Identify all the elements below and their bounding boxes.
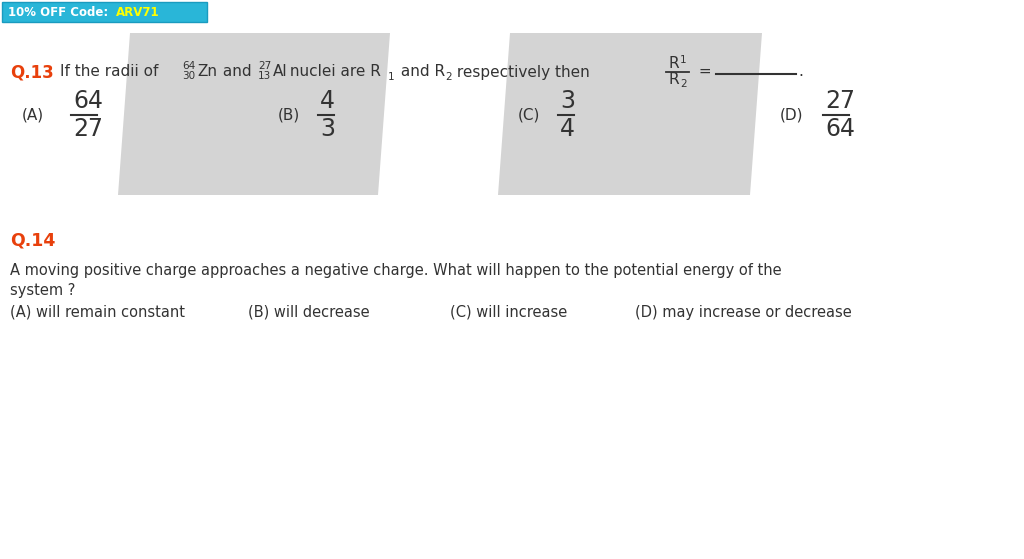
Text: (B): (B) (278, 107, 300, 122)
Text: 4: 4 (560, 117, 575, 141)
Text: respectively then: respectively then (452, 64, 595, 79)
Polygon shape (118, 33, 390, 195)
Text: 3: 3 (560, 89, 575, 113)
Text: Q.13: Q.13 (10, 63, 53, 81)
Text: R: R (668, 73, 679, 88)
Text: system ?: system ? (10, 282, 76, 297)
Text: 10% OFF Code:: 10% OFF Code: (8, 6, 113, 18)
Text: 27: 27 (825, 89, 855, 113)
Text: and: and (218, 64, 256, 79)
Text: Q.14: Q.14 (10, 231, 55, 249)
Text: =: = (694, 64, 712, 79)
Text: (D) may increase or decrease: (D) may increase or decrease (635, 305, 852, 320)
Text: 64: 64 (73, 89, 103, 113)
Text: (B) will decrease: (B) will decrease (248, 305, 370, 320)
Text: and R: and R (396, 64, 445, 79)
Text: nuclei are R: nuclei are R (285, 64, 381, 79)
Text: 27: 27 (73, 117, 103, 141)
Text: Zn: Zn (197, 64, 217, 79)
Text: .: . (798, 64, 803, 79)
Text: 1: 1 (680, 55, 687, 65)
Text: 2: 2 (445, 72, 452, 82)
Text: 13: 13 (258, 71, 271, 81)
Text: R: R (668, 56, 679, 72)
Text: ARV71: ARV71 (116, 6, 160, 18)
Text: 2: 2 (680, 79, 687, 89)
Text: 64: 64 (825, 117, 855, 141)
Text: 3: 3 (319, 117, 335, 141)
Text: (C): (C) (518, 107, 541, 122)
Text: (D): (D) (780, 107, 804, 122)
Text: (C) will increase: (C) will increase (450, 305, 567, 320)
FancyBboxPatch shape (2, 2, 207, 22)
Text: (A) will remain constant: (A) will remain constant (10, 305, 185, 320)
Text: 27: 27 (258, 61, 271, 71)
Text: 4: 4 (319, 89, 335, 113)
Polygon shape (498, 33, 762, 195)
Text: (A): (A) (22, 107, 44, 122)
Text: 30: 30 (182, 71, 196, 81)
Text: 1: 1 (388, 72, 394, 82)
Text: Al: Al (273, 64, 288, 79)
Text: If the radii of: If the radii of (60, 64, 163, 79)
Text: 64: 64 (182, 61, 196, 71)
Text: A moving positive charge approaches a negative charge. What will happen to the p: A moving positive charge approaches a ne… (10, 263, 781, 277)
